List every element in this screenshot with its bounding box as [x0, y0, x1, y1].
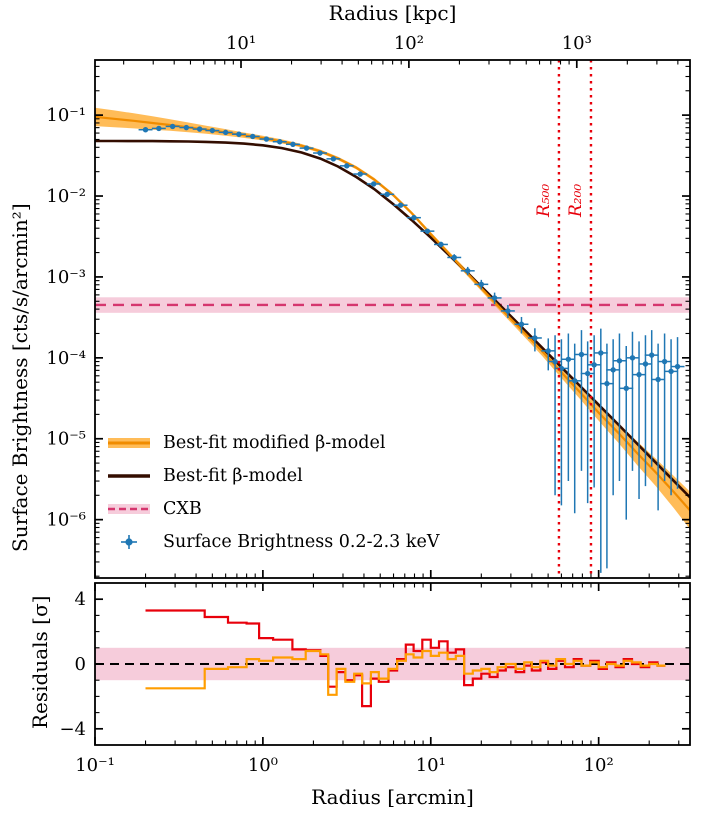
legend-item-beta: Best-fit β-model — [106, 459, 439, 492]
legend-item-modified-beta: Best-fit modified β-model — [106, 426, 439, 459]
tick-labels: 10⁻¹ 10⁻² 10⁻³ 10⁻⁴ 10⁻⁵ 10⁻⁶ 10⁻¹ 10⁰ 10¹ 10² 10¹… — [46, 33, 613, 776]
svg-text:10¹: 10¹ — [416, 755, 446, 776]
r200-label: R₂₀₀ — [566, 183, 586, 217]
legend-label-beta: Best-fit β-model — [163, 465, 303, 486]
legend: Best-fit modified β-model Best-fit β-mod… — [106, 426, 439, 558]
svg-text:10⁻⁶: 10⁻⁶ — [46, 510, 86, 531]
svg-text:10²: 10² — [394, 33, 424, 54]
legend-label-cxb: CXB — [163, 498, 202, 519]
cxb-dashed-icon — [108, 503, 150, 514]
residual-panel — [95, 609, 690, 708]
beta-residuals-line — [145, 609, 666, 708]
svg-text:10⁻²: 10⁻² — [46, 186, 86, 207]
modified-beta-band-icon — [108, 437, 150, 448]
r500-label: R₅₀₀ — [534, 183, 554, 217]
residual-y-axis-title: Residuals [σ] — [28, 595, 52, 729]
svg-text:4: 4 — [75, 589, 86, 610]
modified-beta-residuals-line — [145, 649, 666, 696]
svg-text:10⁻³: 10⁻³ — [46, 267, 86, 288]
svg-text:10⁻¹: 10⁻¹ — [46, 105, 86, 126]
legend-label-modified-beta: Best-fit modified β-model — [163, 432, 386, 453]
beta-model-line — [95, 139, 690, 499]
errorbar-point-icon — [121, 534, 137, 549]
legend-item-cxb: CXB — [106, 492, 439, 525]
axes — [94, 59, 691, 746]
legend-label-sb-data: Surface Brightness 0.2-2.3 keV — [163, 531, 440, 552]
beta-line-icon — [108, 473, 150, 478]
svg-text:10⁻⁵: 10⁻⁵ — [46, 429, 86, 450]
main-y-axis-title: Surface Brightness [cts/s/arcmin²] — [8, 203, 32, 552]
svg-text:−4: −4 — [59, 719, 86, 740]
svg-text:10¹: 10¹ — [226, 33, 256, 54]
svg-text:0: 0 — [75, 654, 86, 675]
svg-text:10²: 10² — [584, 755, 614, 776]
top-axis-title: Radius [kpc] — [328, 1, 457, 25]
modified-beta-line — [95, 115, 690, 512]
main-panel — [95, 60, 690, 578]
svg-text:10⁰: 10⁰ — [248, 755, 278, 776]
one-sigma-band — [95, 647, 690, 681]
svg-text:10⁻¹: 10⁻¹ — [75, 755, 115, 776]
sb-data-series — [138, 123, 685, 573]
svg-text:10⁻⁴: 10⁻⁴ — [46, 348, 86, 369]
bottom-axis-title: Radius [arcmin] — [311, 785, 474, 809]
legend-item-sb-data: Surface Brightness 0.2-2.3 keV — [106, 525, 439, 558]
svg-text:10³: 10³ — [562, 33, 592, 54]
